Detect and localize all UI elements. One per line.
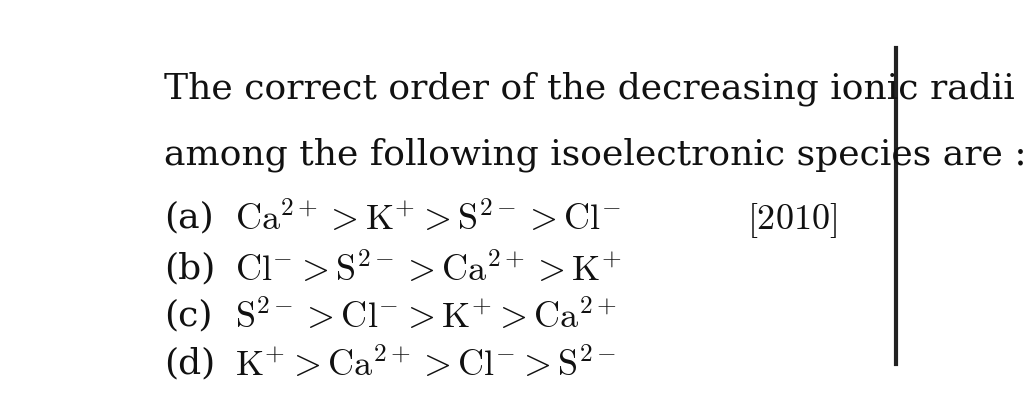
Text: $\mathrm{K^{+} > Ca^{2+} > Cl^{-} > S^{2-}}$: $\mathrm{K^{+} > Ca^{2+} > Cl^{-} > S^{2… [236, 345, 616, 380]
Text: $\mathit{[2010]}$: $\mathit{[2010]}$ [748, 200, 837, 239]
Text: $\mathrm{S^{2-} > Cl^{-} > K^{+} > Ca^{2+}}$: $\mathrm{S^{2-} > Cl^{-} > K^{+} > Ca^{2… [236, 298, 617, 333]
Text: (a): (a) [164, 200, 213, 234]
Text: among the following isoelectronic species are :: among the following isoelectronic specie… [164, 137, 1024, 172]
Text: (b): (b) [164, 251, 215, 285]
Text: (d): (d) [164, 345, 215, 379]
Text: $\mathrm{Cl^{-} > S^{2-} > Ca^{2+} > K^{+}}$: $\mathrm{Cl^{-} > S^{2-} > Ca^{2+} > K^{… [236, 251, 622, 286]
Text: $\mathrm{Ca^{2+} > K^{+} > S^{2-} > Cl^{-}}$: $\mathrm{Ca^{2+} > K^{+} > S^{2-} > Cl^{… [236, 200, 621, 236]
Text: The correct order of the decreasing ionic radii: The correct order of the decreasing ioni… [164, 71, 1015, 106]
Text: (c): (c) [164, 298, 212, 332]
